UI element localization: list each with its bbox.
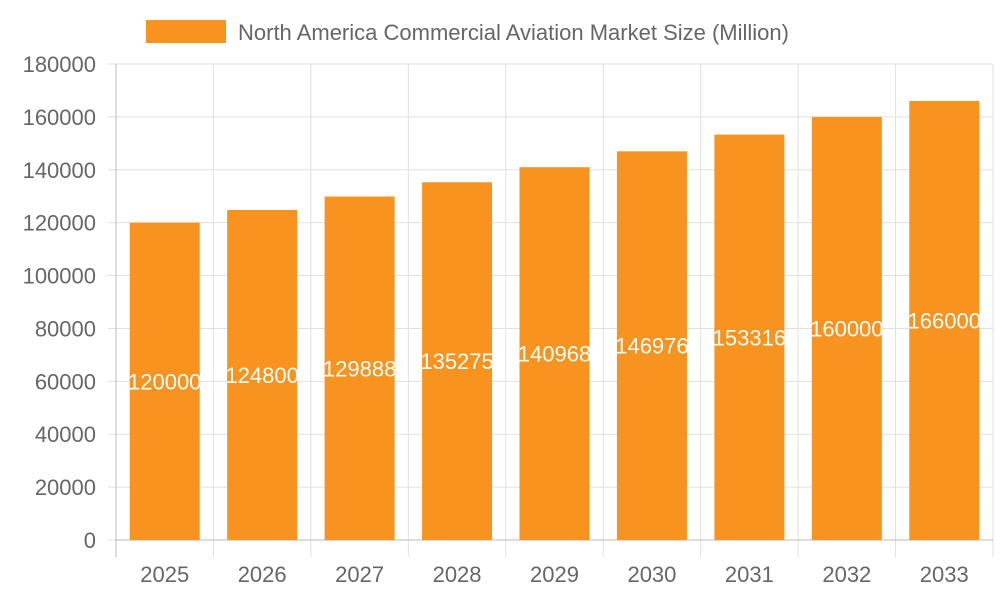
data-label: 140968	[518, 342, 591, 367]
data-label: 160000	[810, 316, 883, 341]
data-label: 146976	[615, 334, 688, 359]
y-tick-label: 180000	[23, 52, 96, 77]
y-tick-label: 40000	[35, 422, 96, 447]
y-tick-label: 0	[84, 528, 96, 553]
bar[interactable]	[616, 151, 687, 540]
bar[interactable]	[811, 116, 882, 540]
y-tick-label: 140000	[23, 158, 96, 183]
x-tick-label: 2027	[335, 562, 384, 587]
bar[interactable]	[909, 101, 980, 541]
data-label: 124800	[225, 363, 298, 388]
bar[interactable]	[714, 134, 785, 540]
bar[interactable]	[324, 196, 395, 540]
y-tick-label: 120000	[23, 211, 96, 236]
data-label: 153316	[713, 325, 786, 350]
legend-label[interactable]: North America Commercial Aviation Market…	[238, 20, 789, 45]
data-label: 129888	[323, 356, 396, 381]
bar[interactable]	[422, 182, 493, 541]
data-label: 120000	[128, 369, 201, 394]
x-tick-label: 2026	[238, 562, 287, 587]
bar[interactable]	[519, 167, 590, 540]
x-tick-label: 2025	[140, 562, 189, 587]
legend-swatch[interactable]	[146, 20, 226, 43]
x-tick-label: 2028	[433, 562, 482, 587]
bar[interactable]	[129, 222, 200, 540]
data-label: 135275	[420, 349, 493, 374]
y-tick-label: 160000	[23, 105, 96, 130]
x-tick-label: 2031	[725, 562, 774, 587]
x-tick-label: 2029	[530, 562, 579, 587]
data-label: 166000	[908, 309, 981, 334]
y-tick-label: 80000	[35, 316, 96, 341]
y-tick-label: 60000	[35, 369, 96, 394]
x-tick-label: 2030	[627, 562, 676, 587]
bar[interactable]	[227, 209, 298, 540]
y-tick-label: 20000	[35, 475, 96, 500]
y-tick-label: 100000	[23, 264, 96, 289]
x-tick-label: 2032	[822, 562, 871, 587]
x-tick-label: 2033	[920, 562, 969, 587]
